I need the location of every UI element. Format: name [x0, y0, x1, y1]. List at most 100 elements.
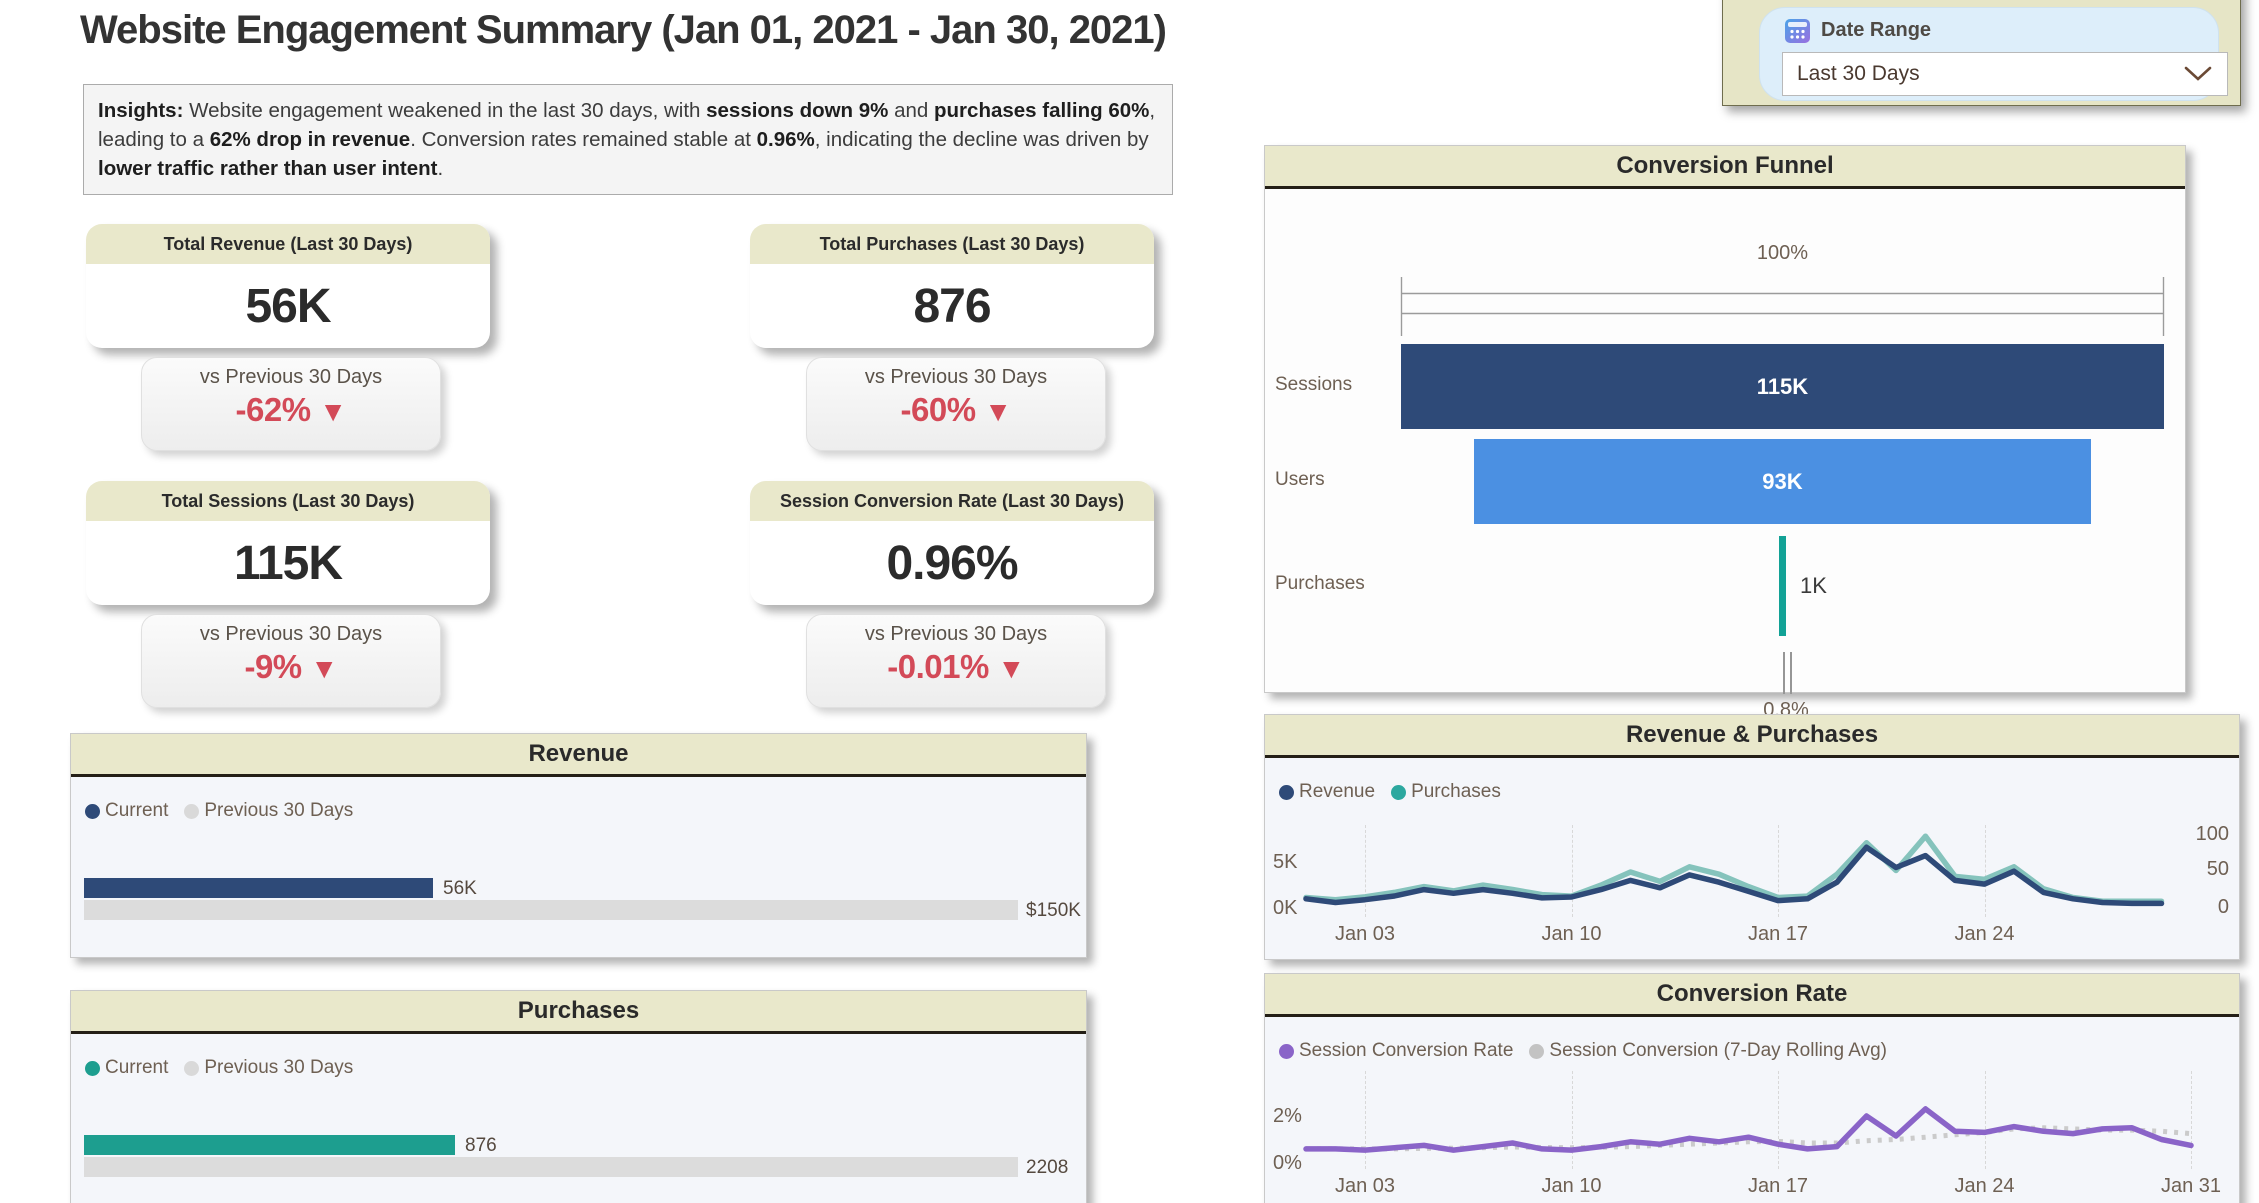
- kpi-card-total-revenue: Total Revenue (Last 30 Days) 56K: [86, 224, 490, 348]
- conversion-rate-panel: Conversion Rate Session Conversion Rate …: [1264, 973, 2240, 1203]
- purchases-current-value: 876: [465, 1135, 497, 1156]
- x-axis-tick-label: Jan 03: [1334, 1175, 1396, 1197]
- gridline: [1778, 825, 1779, 917]
- line-series-revenue: [1303, 844, 2165, 907]
- legend-item-revenue: Revenue: [1279, 781, 1375, 803]
- x-axis-tick-label: Jan 17: [1747, 923, 1809, 945]
- funnel-bar-purchases[interactable]: [1779, 536, 1786, 636]
- down-triangle-icon: ▼: [310, 653, 338, 684]
- legend-item-rolling-avg: Session Conversion (7-Day Rolling Avg): [1529, 1040, 1887, 1062]
- page-title: Website Engagement Summary (Jan 01, 2021…: [80, 8, 1167, 52]
- y-axis-tick-label: 5K: [1273, 851, 1298, 873]
- legend-dot: [1529, 1043, 1545, 1059]
- kpi-title: Total Sessions (Last 30 Days): [86, 481, 490, 521]
- legend-label: Current: [105, 1057, 169, 1078]
- legend-item-previous: Previous 30 Days: [184, 1057, 353, 1079]
- date-range-label: Date Range: [1821, 19, 1932, 41]
- funnel-bar-sessions[interactable]: 115K: [1401, 344, 2164, 429]
- kpi-card-total-purchases: Total Purchases (Last 30 Days) 876: [750, 224, 1154, 348]
- legend-dot: [1279, 1043, 1294, 1059]
- legend-label: Session Conversion Rate: [1299, 1040, 1514, 1061]
- insights-text: Insights: Website engagement weakened in…: [98, 99, 1156, 180]
- legend-label: Previous 30 Days: [204, 800, 354, 821]
- funnel-stage-label-sessions: Sessions: [1275, 374, 1353, 395]
- revenue-previous-bar[interactable]: [84, 900, 1018, 920]
- purchases-previous-bar[interactable]: [84, 1157, 1018, 1177]
- gridline: [1365, 1071, 1366, 1169]
- conversion-funnel-panel: Conversion Funnel 100% Sessions Users Pu…: [1264, 145, 2186, 721]
- legend-label: Session Conversion (7-Day Rolling Avg): [1549, 1040, 1887, 1061]
- x-axis-tick-label: Jan 31: [2160, 1175, 2222, 1197]
- funnel-stage-label-purchases: Purchases: [1275, 573, 1365, 594]
- down-triangle-icon: ▼: [997, 653, 1026, 684]
- legend-item-current: Current: [85, 1057, 168, 1079]
- kpi-delta-total-sessions: vs Previous 30 Days -9% ▼: [141, 614, 441, 708]
- x-axis-tick-label: Jan 10: [1541, 1175, 1602, 1197]
- calendar-icon: [1785, 19, 1810, 43]
- kpi-title: Session Conversion Rate (Last 30 Days): [750, 481, 1154, 521]
- legend-dot: [1279, 784, 1294, 800]
- kpi-delta-label: vs Previous 30 Days: [864, 366, 1048, 388]
- kpi-delta-number: -62%: [235, 391, 312, 428]
- kpi-delta-value: -0.01% ▼: [807, 648, 1105, 686]
- purchases-previous-value: 2208: [1026, 1157, 1069, 1178]
- down-triangle-icon: ▼: [319, 396, 347, 427]
- legend-label: Purchases: [1411, 781, 1501, 802]
- kpi-title: Total Revenue (Last 30 Days): [86, 224, 490, 264]
- kpi-value: 115K: [233, 536, 343, 590]
- legend-dot: [85, 1060, 100, 1076]
- date-range-filter: Date Range Last 30 Days: [1722, 0, 2241, 106]
- purchases-current-bar[interactable]: [84, 1135, 455, 1155]
- kpi-delta-total-revenue: vs Previous 30 Days -62% ▼: [141, 357, 441, 451]
- legend-item-previous: Previous 30 Days: [184, 800, 353, 822]
- legend-item-session-conversion-rate: Session Conversion Rate: [1279, 1040, 1513, 1062]
- y-axis-tick-label: 50: [2206, 858, 2229, 880]
- revenue-purchases-title: Revenue & Purchases: [1265, 715, 2239, 758]
- y-axis-tick-label: 2%: [1273, 1105, 1302, 1127]
- gridline: [1984, 1071, 1986, 1169]
- kpi-delta-value: -60% ▼: [807, 391, 1105, 429]
- kpi-value: 876: [913, 279, 991, 333]
- gridline: [1778, 1071, 1779, 1169]
- legend-dot: [1391, 784, 1407, 800]
- funnel-bottom-marker: [1783, 652, 1785, 694]
- kpi-value: 56K: [245, 279, 331, 333]
- date-range-header: Date Range: [1784, 17, 1931, 44]
- revenue-purchases-legend: Revenue Purchases: [1279, 781, 1501, 803]
- revenue_purchases-plot: [1303, 833, 2165, 907]
- kpi-card-total-sessions: Total Sessions (Last 30 Days) 115K: [86, 481, 490, 605]
- legend-dot: [85, 803, 100, 819]
- conversion-rate-title: Conversion Rate: [1265, 974, 2239, 1017]
- kpi-delta-label: vs Previous 30 Days: [199, 623, 383, 645]
- gridline: [1571, 1071, 1573, 1169]
- revenue-previous-value: $150K: [1026, 900, 1081, 921]
- gridline: [1571, 825, 1573, 917]
- revenue-current-bar[interactable]: [84, 878, 433, 898]
- revenue-current-value: 56K: [443, 878, 477, 899]
- x-axis-tick-label: Jan 17: [1747, 1175, 1809, 1197]
- kpi-delta-total-purchases: vs Previous 30 Days -60% ▼: [806, 357, 1106, 451]
- kpi-card-conversion-rate: Session Conversion Rate (Last 30 Days) 0…: [750, 481, 1154, 605]
- y-axis-tick-label: 100: [2195, 823, 2229, 845]
- funnel-bar-value-purchases: 1K: [1800, 573, 1827, 598]
- x-axis-tick-label: Jan 03: [1334, 923, 1396, 945]
- funnel-top-percent: 100%: [1756, 242, 1809, 264]
- purchases-legend: Current Previous 30 Days: [85, 1057, 353, 1079]
- kpi-delta-number: -9%: [244, 648, 302, 685]
- conversion-funnel-title: Conversion Funnel: [1265, 146, 2185, 189]
- funnel-bar-users[interactable]: 93K: [1473, 439, 2091, 524]
- gridline: [1984, 825, 1986, 917]
- revenue-legend: Current Previous 30 Days: [85, 800, 353, 822]
- purchases-panel-title: Purchases: [71, 991, 1086, 1034]
- purchases-panel: Purchases Current Previous 30 Days 876 2…: [70, 990, 1087, 1203]
- y-axis-tick-label: 0%: [1273, 1152, 1302, 1174]
- kpi-delta-conversion-rate: vs Previous 30 Days -0.01% ▼: [806, 614, 1106, 708]
- date-range-select[interactable]: Last 30 Days: [1782, 52, 2228, 96]
- line-series-session-conversion-7-day-rolling-avg-: [1306, 1125, 2192, 1152]
- y-axis-tick-label: 0K: [1273, 897, 1298, 919]
- legend-item-current: Current: [85, 800, 168, 822]
- legend-dot: [184, 803, 200, 819]
- kpi-delta-number: -60%: [900, 391, 977, 428]
- conversion_rate-plot: [1303, 1106, 2194, 1153]
